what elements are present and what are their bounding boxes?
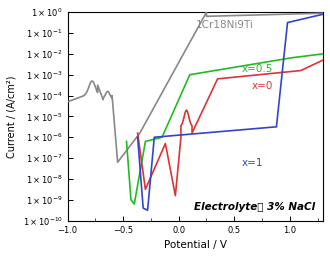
Text: x=0.5: x=0.5: [241, 64, 273, 74]
Text: x=0: x=0: [251, 81, 273, 91]
X-axis label: Potential / V: Potential / V: [164, 240, 227, 250]
Text: Electrolyte， 3% NaCl: Electrolyte， 3% NaCl: [194, 202, 315, 212]
Text: 1Cr18Ni9Ti: 1Cr18Ni9Ti: [195, 21, 253, 31]
Text: x=1: x=1: [241, 158, 263, 168]
Y-axis label: Current / (A/cm²): Current / (A/cm²): [7, 75, 17, 158]
